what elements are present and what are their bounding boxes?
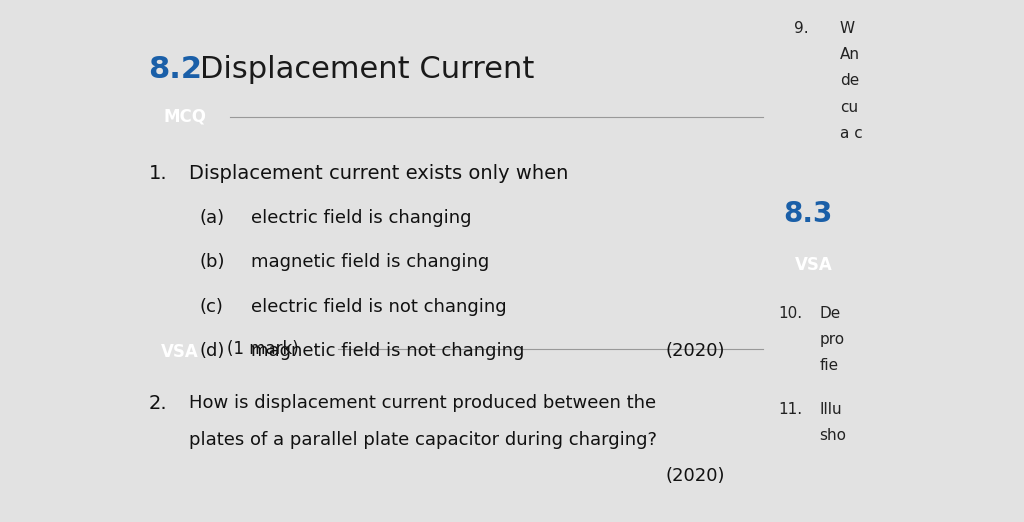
Text: magnetic field is changing: magnetic field is changing bbox=[251, 253, 489, 271]
Text: 8.3: 8.3 bbox=[783, 200, 833, 228]
Text: fie: fie bbox=[819, 358, 839, 373]
Text: VSA: VSA bbox=[795, 256, 833, 274]
Text: 1.: 1. bbox=[148, 164, 167, 183]
Text: plates of a parallel plate capacitor during charging?: plates of a parallel plate capacitor dur… bbox=[189, 431, 657, 448]
Text: (d): (d) bbox=[200, 342, 225, 360]
Text: pro: pro bbox=[819, 332, 845, 347]
Text: 2.: 2. bbox=[148, 394, 167, 413]
Text: a c: a c bbox=[840, 126, 862, 140]
Text: MCQ: MCQ bbox=[164, 107, 206, 125]
Text: (2020): (2020) bbox=[666, 342, 725, 360]
Text: W: W bbox=[840, 21, 855, 36]
Text: How is displacement current produced between the: How is displacement current produced bet… bbox=[189, 394, 656, 412]
Text: 10.: 10. bbox=[778, 306, 803, 321]
Text: (2020): (2020) bbox=[666, 467, 725, 485]
Text: (b): (b) bbox=[200, 253, 225, 271]
Text: 11.: 11. bbox=[778, 402, 803, 417]
Text: Displacement current exists only when: Displacement current exists only when bbox=[189, 164, 568, 183]
Text: 8.2: 8.2 bbox=[148, 55, 203, 84]
Text: 9.: 9. bbox=[794, 21, 808, 36]
Text: Illu: Illu bbox=[819, 402, 842, 417]
Text: (c): (c) bbox=[200, 298, 223, 315]
Text: Displacement Current: Displacement Current bbox=[200, 55, 535, 84]
Text: electric field is changing: electric field is changing bbox=[251, 209, 471, 227]
Text: (a): (a) bbox=[200, 209, 225, 227]
Text: sho: sho bbox=[819, 429, 846, 443]
Text: An: An bbox=[840, 48, 860, 62]
Text: magnetic field is not changing: magnetic field is not changing bbox=[251, 342, 524, 360]
Text: cu: cu bbox=[840, 100, 858, 114]
Text: De: De bbox=[819, 306, 841, 321]
Text: VSA: VSA bbox=[161, 343, 199, 361]
Text: electric field is not changing: electric field is not changing bbox=[251, 298, 507, 315]
Text: (1 mark): (1 mark) bbox=[227, 340, 299, 358]
Text: de: de bbox=[840, 74, 859, 88]
